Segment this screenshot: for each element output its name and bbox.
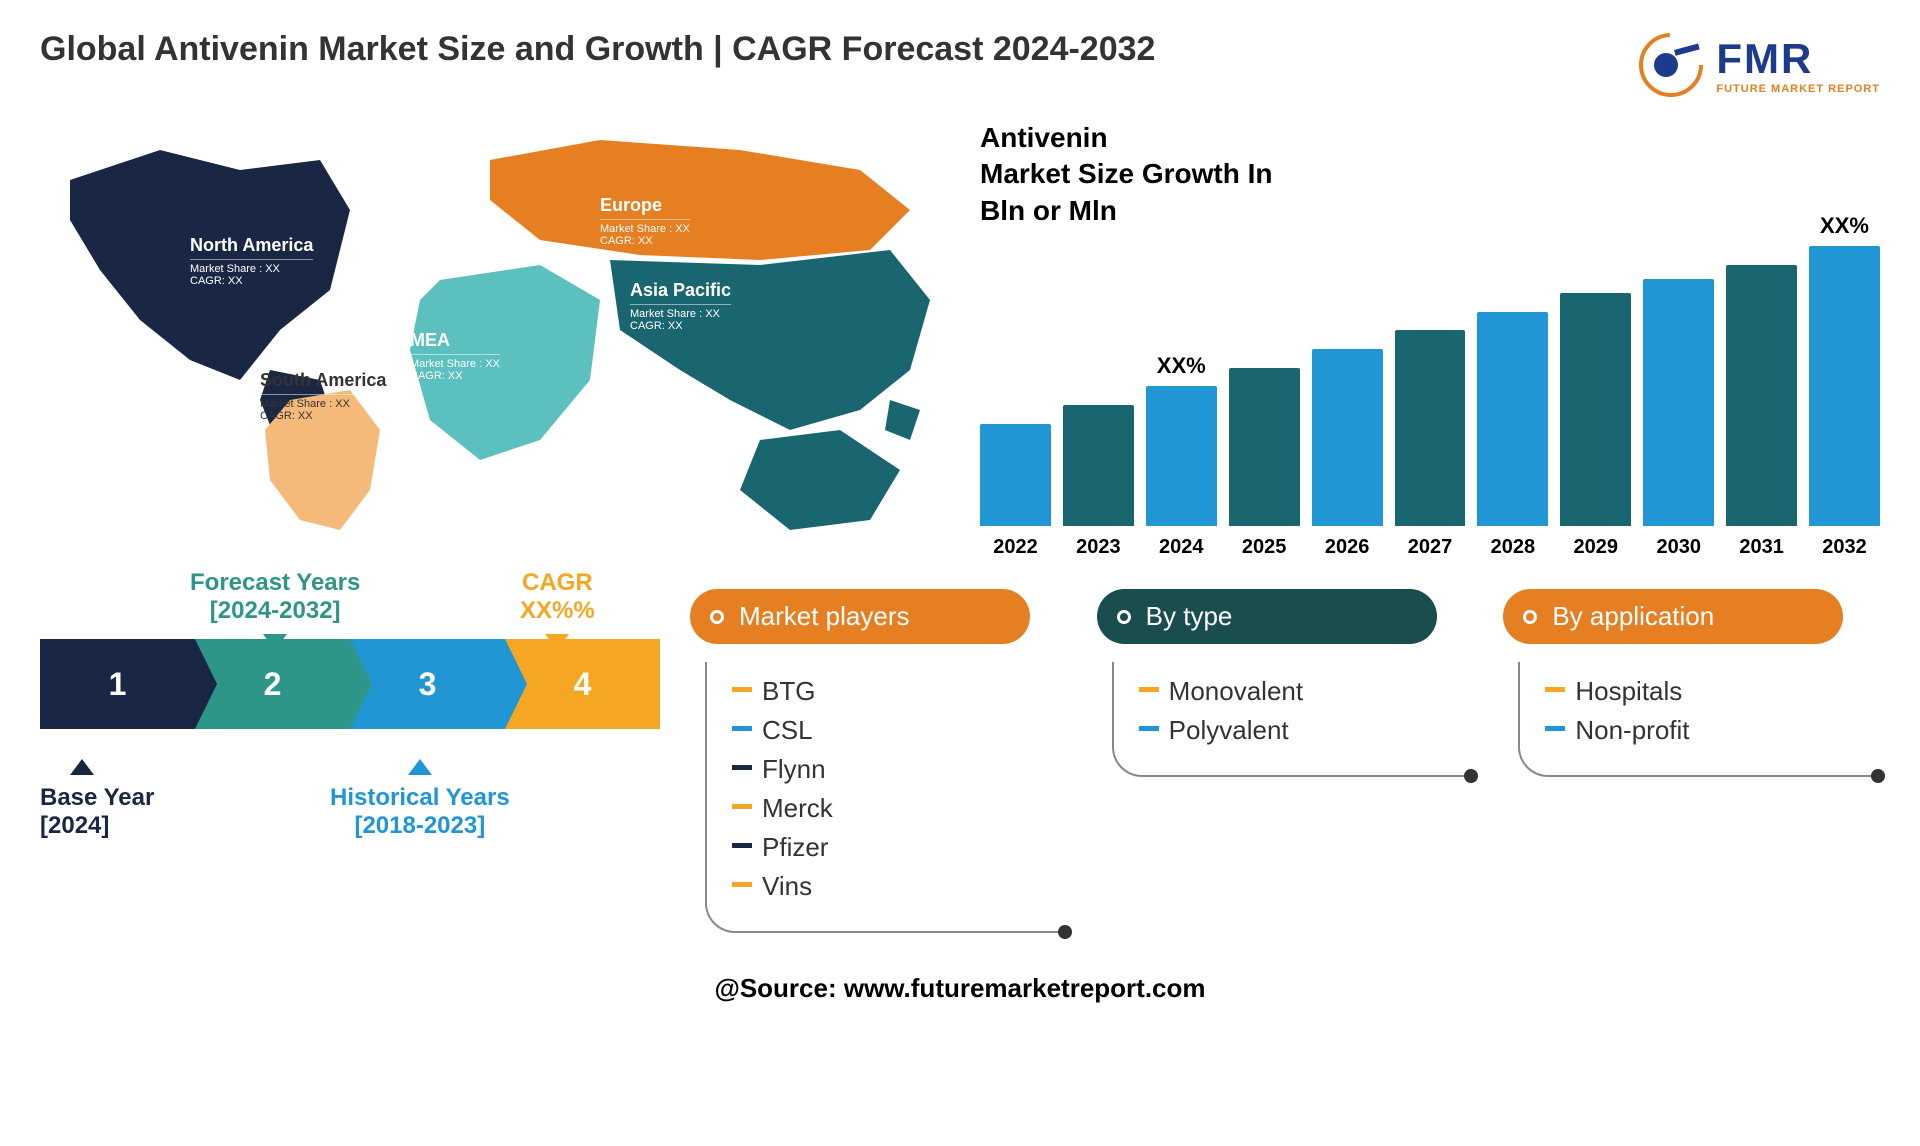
bar-2022: 2022	[980, 424, 1051, 560]
base-label: Base Year[2024]	[40, 784, 154, 840]
page-title: Global Antivenin Market Size and Growth …	[40, 30, 1155, 69]
bar-2031: 2031	[1726, 265, 1797, 559]
forecast-label: Forecast Years[2024-2032]	[190, 569, 360, 625]
timeline-bar: 1 2 3 4	[40, 639, 660, 729]
region-asia-pacific: Asia PacificMarket Share : XXCAGR: XX	[630, 280, 731, 332]
list-item: BTG	[732, 672, 1042, 711]
players-pill: Market players	[690, 589, 1030, 644]
list-item: Non-profit	[1545, 711, 1855, 750]
tl-seg-4: 4	[505, 639, 660, 729]
bar-2024: XX%2024	[1146, 386, 1217, 559]
tl-seg-1: 1	[40, 639, 195, 729]
list-item: CSL	[732, 711, 1042, 750]
bottom-section: Forecast Years[2024-2032] CAGRXX%% 1 2 3…	[40, 589, 1880, 933]
by-application-col: By application HospitalsNon-profit	[1503, 589, 1880, 777]
list-item: Vins	[732, 867, 1042, 906]
players-list: BTGCSLFlynnMerckPfizerVins	[705, 662, 1067, 933]
bar-2023: 2023	[1063, 405, 1134, 559]
list-item: Monovalent	[1139, 672, 1449, 711]
header: Global Antivenin Market Size and Growth …	[40, 30, 1880, 100]
region-north-america: North AmericaMarket Share : XXCAGR: XX	[190, 235, 313, 287]
app-list: HospitalsNon-profit	[1518, 662, 1880, 777]
bar-2030: 2030	[1643, 279, 1714, 559]
bar-2028: 2028	[1477, 312, 1548, 560]
bar-2029: 2029	[1560, 293, 1631, 559]
hist-label: Historical Years[2018-2023]	[330, 784, 510, 840]
type-list: MonovalentPolyvalent	[1112, 662, 1474, 777]
list-item: Hospitals	[1545, 672, 1855, 711]
type-pill: By type	[1097, 589, 1437, 644]
region-south-america: South AmericaMarket Share : XXCAGR: XX	[260, 370, 386, 422]
bar-2026: 2026	[1312, 349, 1383, 559]
tl-seg-3: 3	[350, 639, 505, 729]
list-item: Polyvalent	[1139, 711, 1449, 750]
bars-container: 20222023XX%20242025202620272028202920302…	[980, 249, 1880, 559]
logo-text-sub: FUTURE MARKET REPORT	[1716, 83, 1880, 95]
by-type-col: By type MonovalentPolyvalent	[1097, 589, 1474, 777]
bar-2032: XX%2032	[1809, 246, 1880, 559]
logo-icon	[1636, 30, 1706, 100]
app-pill: By application	[1503, 589, 1843, 644]
list-item: Merck	[732, 789, 1042, 828]
bar-2027: 2027	[1395, 330, 1466, 559]
cagr-label: CAGRXX%%	[520, 569, 595, 625]
tl-seg-2: 2	[195, 639, 350, 729]
source-text: @Source: www.futuremarketreport.com	[40, 973, 1880, 1004]
logo: FMR FUTURE MARKET REPORT	[1636, 30, 1880, 100]
world-map: North AmericaMarket Share : XXCAGR: XX So…	[40, 120, 940, 540]
list-item: Pfizer	[732, 828, 1042, 867]
region-mea: MEAMarket Share : XXCAGR: XX	[410, 330, 500, 382]
logo-text-fmr: FMR	[1716, 35, 1880, 83]
list-item: Flynn	[732, 750, 1042, 789]
market-players-col: Market players BTGCSLFlynnMerckPfizerVin…	[690, 589, 1067, 933]
timeline: Forecast Years[2024-2032] CAGRXX%% 1 2 3…	[40, 589, 660, 729]
bar-2025: 2025	[1229, 368, 1300, 560]
bar-chart: Antivenin Market Size Growth In Bln or M…	[980, 120, 1880, 559]
top-section: North AmericaMarket Share : XXCAGR: XX So…	[40, 120, 1880, 559]
region-europe: EuropeMarket Share : XXCAGR: XX	[600, 195, 690, 247]
chart-title: Antivenin Market Size Growth In Bln or M…	[980, 120, 1880, 229]
